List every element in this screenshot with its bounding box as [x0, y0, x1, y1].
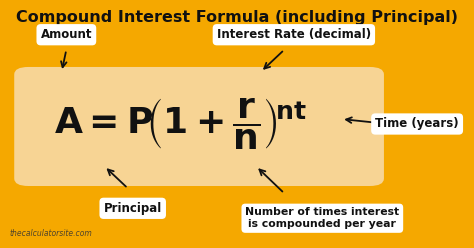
Text: thecalculatorsite.com: thecalculatorsite.com [9, 229, 92, 238]
Text: Interest Rate (decimal): Interest Rate (decimal) [217, 28, 371, 41]
FancyBboxPatch shape [14, 67, 384, 186]
Text: Compound Interest Formula (including Principal): Compound Interest Formula (including Pri… [16, 10, 458, 25]
Text: Number of times interest
is compounded per year: Number of times interest is compounded p… [245, 207, 400, 229]
Text: $\mathbf{A = P\!\left(1+\dfrac{r}{n}\right)^{\!nt}}$: $\mathbf{A = P\!\left(1+\dfrac{r}{n}\rig… [54, 96, 307, 152]
Text: Time (years): Time (years) [375, 118, 459, 130]
Text: Principal: Principal [104, 202, 162, 215]
Text: Amount: Amount [41, 28, 92, 41]
